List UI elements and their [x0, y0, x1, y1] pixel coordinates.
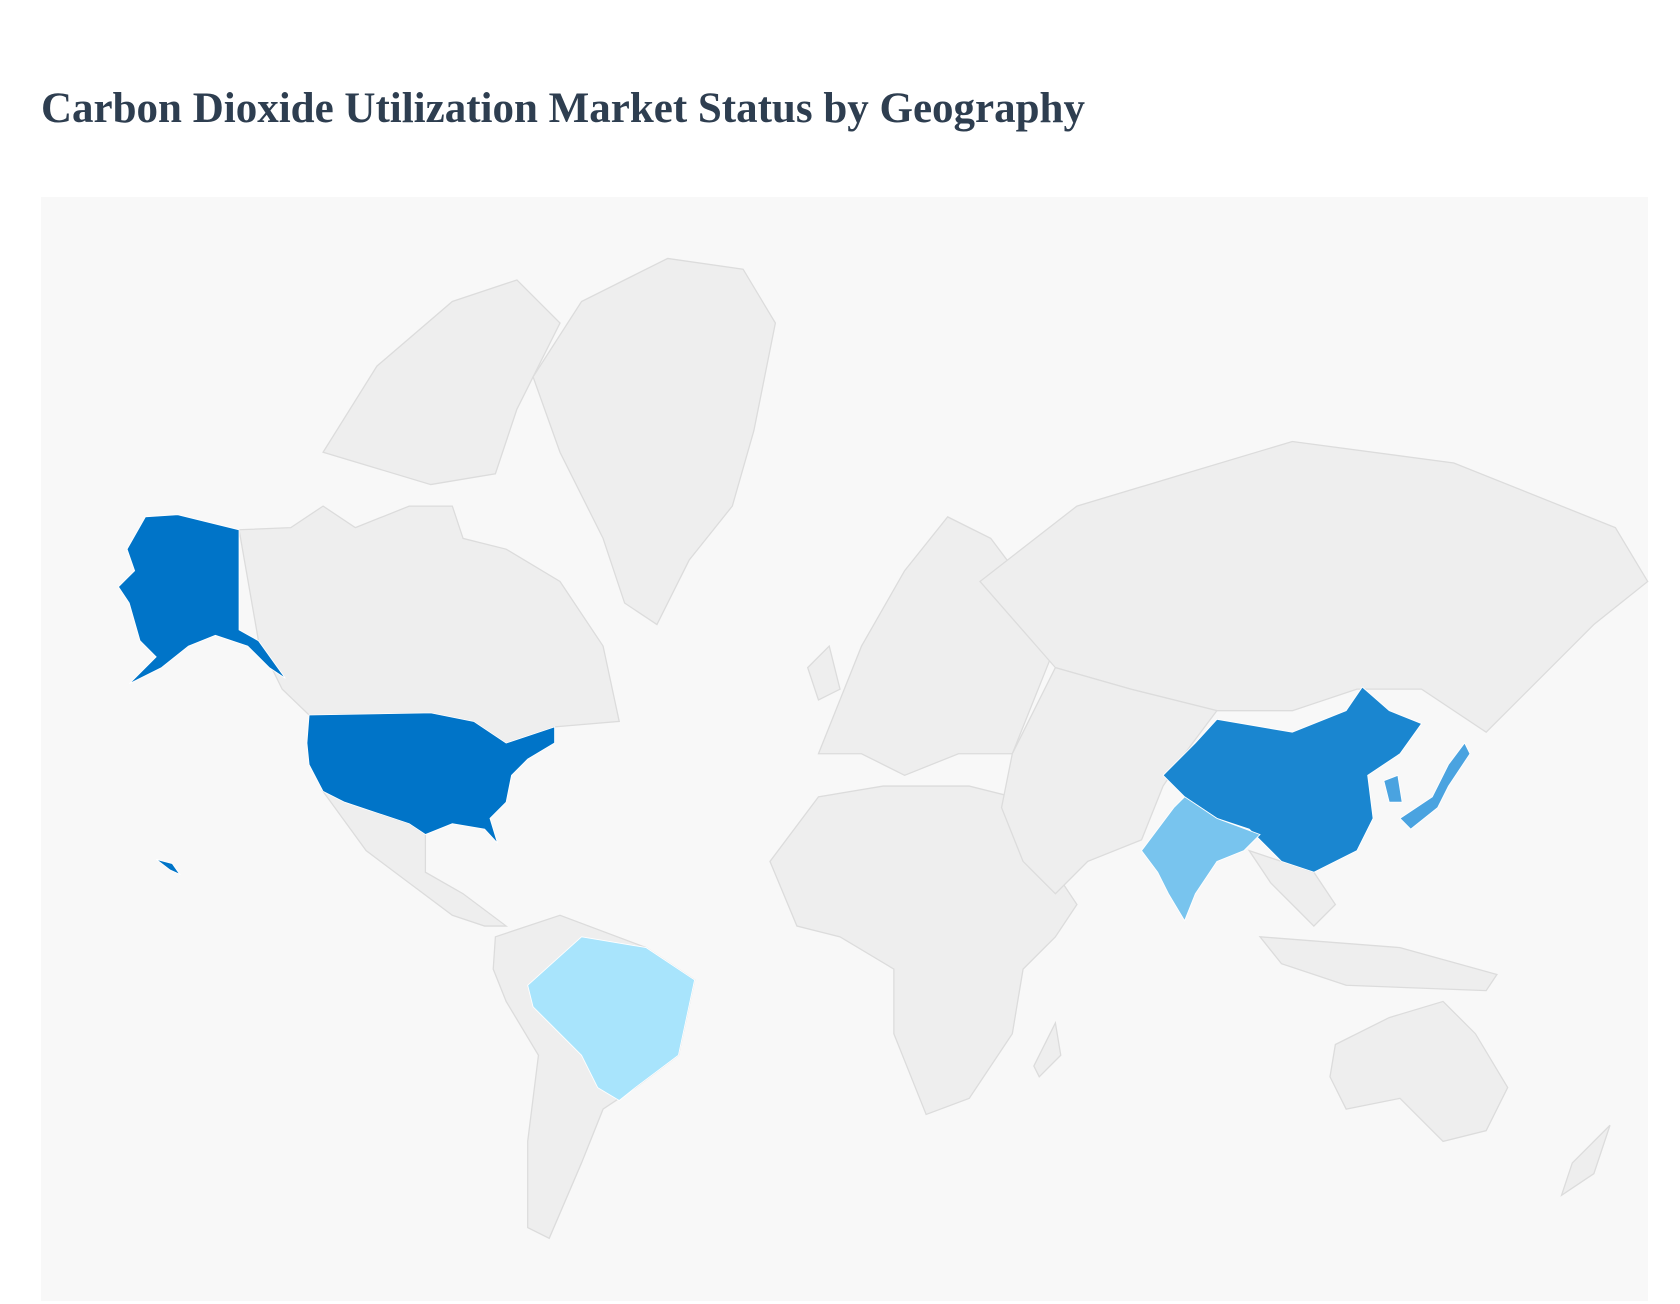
madagascar — [1033, 1020, 1062, 1078]
usa-mainland[interactable]: United States — [306, 712, 556, 844]
page-title: Carbon Dioxide Utilization Market Status… — [41, 85, 1085, 132]
india[interactable]: India — [1141, 796, 1261, 922]
brazil[interactable]: Brazil — [527, 936, 696, 1102]
uk — [806, 644, 841, 701]
indonesia — [1258, 936, 1498, 992]
china[interactable]: China — [1162, 686, 1423, 873]
middle-east-central-asia — [1000, 666, 1219, 895]
usa-alaska[interactable]: United States — [117, 514, 286, 685]
africa — [769, 785, 1078, 1116]
arctic-islands — [322, 279, 561, 486]
greenland — [532, 257, 777, 626]
new-zealand — [1560, 1124, 1611, 1197]
usa-hawaii[interactable]: United States — [155, 858, 182, 876]
highlighted-countries: United States United States United State… — [117, 514, 1471, 1102]
japan[interactable]: Japan — [1399, 742, 1471, 830]
south-korea[interactable]: South Korea — [1383, 774, 1403, 803]
canada — [238, 505, 621, 744]
base-land — [238, 257, 1649, 1240]
australia — [1329, 1000, 1509, 1143]
